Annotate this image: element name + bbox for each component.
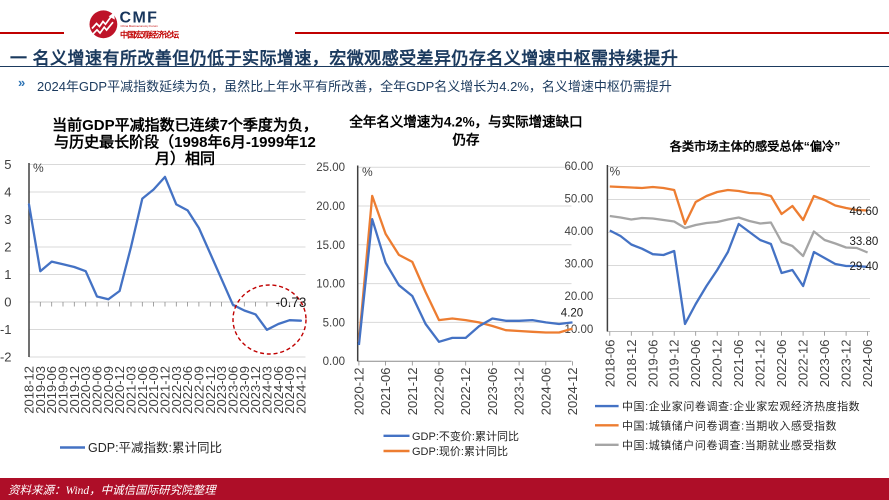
svg-text:中国:城镇储户问卷调查:当期收入感受指数: 中国:城镇储户问卷调查:当期收入感受指数: [622, 418, 837, 432]
svg-text:%: %: [362, 165, 373, 179]
svg-text:2021-09: 2021-09: [146, 366, 161, 414]
svg-text:2018-06: 2018-06: [602, 340, 617, 388]
svg-text:2023-12: 2023-12: [839, 340, 854, 388]
svg-text:2019-03: 2019-03: [33, 366, 48, 414]
svg-text:2019-06: 2019-06: [44, 366, 59, 414]
svg-text:1: 1: [4, 267, 11, 282]
svg-text:%: %: [33, 161, 44, 175]
svg-text:2022-06: 2022-06: [774, 340, 789, 388]
svg-text:2024-03: 2024-03: [259, 366, 274, 414]
svg-text:%: %: [610, 165, 621, 179]
svg-text:GDP:不变价:累计同比: GDP:不变价:累计同比: [412, 429, 519, 443]
svg-text:-0.73: -0.73: [276, 295, 307, 310]
svg-text:4: 4: [4, 185, 11, 200]
svg-text:2019-09: 2019-09: [56, 366, 71, 414]
svg-text:0: 0: [4, 295, 11, 310]
svg-text:GDP:现价:累计同比: GDP:现价:累计同比: [412, 445, 508, 458]
svg-text:30.00: 30.00: [565, 259, 594, 271]
svg-text:2022-09: 2022-09: [191, 366, 206, 414]
svg-text:2024-12: 2024-12: [293, 366, 308, 414]
svg-text:20.00: 20.00: [565, 291, 594, 303]
svg-text:40.00: 40.00: [565, 226, 594, 238]
svg-text:2021-12: 2021-12: [753, 340, 768, 388]
svg-text:46.60: 46.60: [850, 206, 879, 218]
svg-text:2019-06: 2019-06: [645, 340, 660, 388]
svg-text:2022-06: 2022-06: [180, 366, 195, 414]
svg-text:2020-03: 2020-03: [78, 366, 93, 414]
svg-text:20.00: 20.00: [316, 201, 345, 213]
svg-text:33.80: 33.80: [850, 236, 879, 248]
svg-text:2018-12: 2018-12: [22, 366, 37, 414]
svg-text:2023-06: 2023-06: [225, 366, 240, 414]
svg-text:0.00: 0.00: [323, 356, 345, 368]
svg-text:中国:企业家问卷调查:企业家宏观经济热度指数: 中国:企业家问卷调查:企业家宏观经济热度指数: [622, 399, 860, 413]
svg-text:5: 5: [4, 157, 11, 172]
svg-text:50.00: 50.00: [565, 193, 594, 205]
svg-text:2022-06: 2022-06: [432, 368, 447, 416]
svg-text:与历史最长阶段（1998年6月-1999年12: 与历史最长阶段（1998年6月-1999年12: [54, 133, 316, 151]
svg-text:2024-06: 2024-06: [271, 366, 286, 414]
svg-text:2023-06: 2023-06: [817, 340, 832, 388]
svg-text:2022-12: 2022-12: [203, 366, 218, 414]
svg-text:2020-12: 2020-12: [710, 340, 725, 388]
svg-text:中国:城镇储户问卷调查:当期就业感受指数: 中国:城镇储户问卷调查:当期就业感受指数: [622, 438, 837, 452]
svg-text:2024-09: 2024-09: [282, 366, 297, 414]
svg-text:15.00: 15.00: [316, 240, 345, 252]
svg-text:2020-12: 2020-12: [112, 366, 127, 414]
svg-text:当前GDP平减指数已连续7个季度为负，: 当前GDP平减指数已连续7个季度为负，: [52, 116, 318, 134]
svg-text:2019-12: 2019-12: [667, 340, 682, 388]
svg-text:2: 2: [4, 240, 11, 255]
svg-text:中国宏观经济论坛: 中国宏观经济论坛: [120, 30, 180, 40]
svg-text:2023-12: 2023-12: [248, 366, 263, 414]
svg-text:10.00: 10.00: [565, 324, 594, 336]
svg-text:2022-12: 2022-12: [458, 368, 473, 416]
svg-text:29.40: 29.40: [850, 261, 879, 273]
svg-text:10.00: 10.00: [316, 279, 345, 291]
svg-text:2021-03: 2021-03: [124, 366, 139, 414]
svg-text:2019-12: 2019-12: [67, 366, 82, 414]
svg-text:China Macroeconomy Forum: China Macroeconomy Forum: [121, 24, 159, 28]
svg-text:2024-12: 2024-12: [565, 368, 580, 416]
svg-text:4.20: 4.20: [561, 308, 583, 320]
svg-text:2024-06: 2024-06: [538, 368, 553, 416]
svg-text:2020-12: 2020-12: [351, 368, 366, 416]
svg-text:-2: -2: [0, 350, 12, 365]
svg-text:60.00: 60.00: [565, 161, 594, 173]
svg-text:25.00: 25.00: [316, 162, 345, 174]
svg-text:3: 3: [4, 212, 11, 227]
svg-text:2023-03: 2023-03: [214, 366, 229, 414]
svg-text:2024-06: 2024-06: [860, 340, 875, 388]
svg-text:2021-12: 2021-12: [405, 368, 420, 416]
svg-text:CMF: CMF: [120, 10, 159, 27]
svg-text:2021-06: 2021-06: [135, 366, 150, 414]
svg-text:2018-12: 2018-12: [624, 340, 639, 388]
svg-text:2020-09: 2020-09: [101, 366, 116, 414]
svg-text:2022-12: 2022-12: [796, 340, 811, 388]
svg-text:2020-06: 2020-06: [90, 366, 105, 414]
svg-text:GDP:平减指数:累计同比: GDP:平减指数:累计同比: [88, 440, 222, 455]
svg-text:2023-12: 2023-12: [512, 368, 527, 416]
svg-text:各类市场主体的感受总体“偏冷”: 各类市场主体的感受总体“偏冷”: [669, 139, 841, 154]
svg-text:月）相同: 月）相同: [154, 150, 215, 168]
svg-text:-1: -1: [0, 322, 12, 337]
svg-text:全年名义增速为4.2%，与实际增速缺口: 全年名义增速为4.2%，与实际增速缺口: [348, 114, 582, 130]
svg-text:2022-03: 2022-03: [169, 366, 184, 414]
svg-text:2021-12: 2021-12: [158, 366, 173, 414]
svg-text:2020-06: 2020-06: [688, 340, 703, 388]
svg-text:2021-06: 2021-06: [731, 340, 746, 388]
svg-text:仍存: 仍存: [452, 132, 480, 148]
svg-text:2023-09: 2023-09: [237, 366, 252, 414]
svg-text:2021-06: 2021-06: [378, 368, 393, 416]
svg-text:5.00: 5.00: [323, 317, 345, 329]
svg-text:2023-06: 2023-06: [485, 368, 500, 416]
